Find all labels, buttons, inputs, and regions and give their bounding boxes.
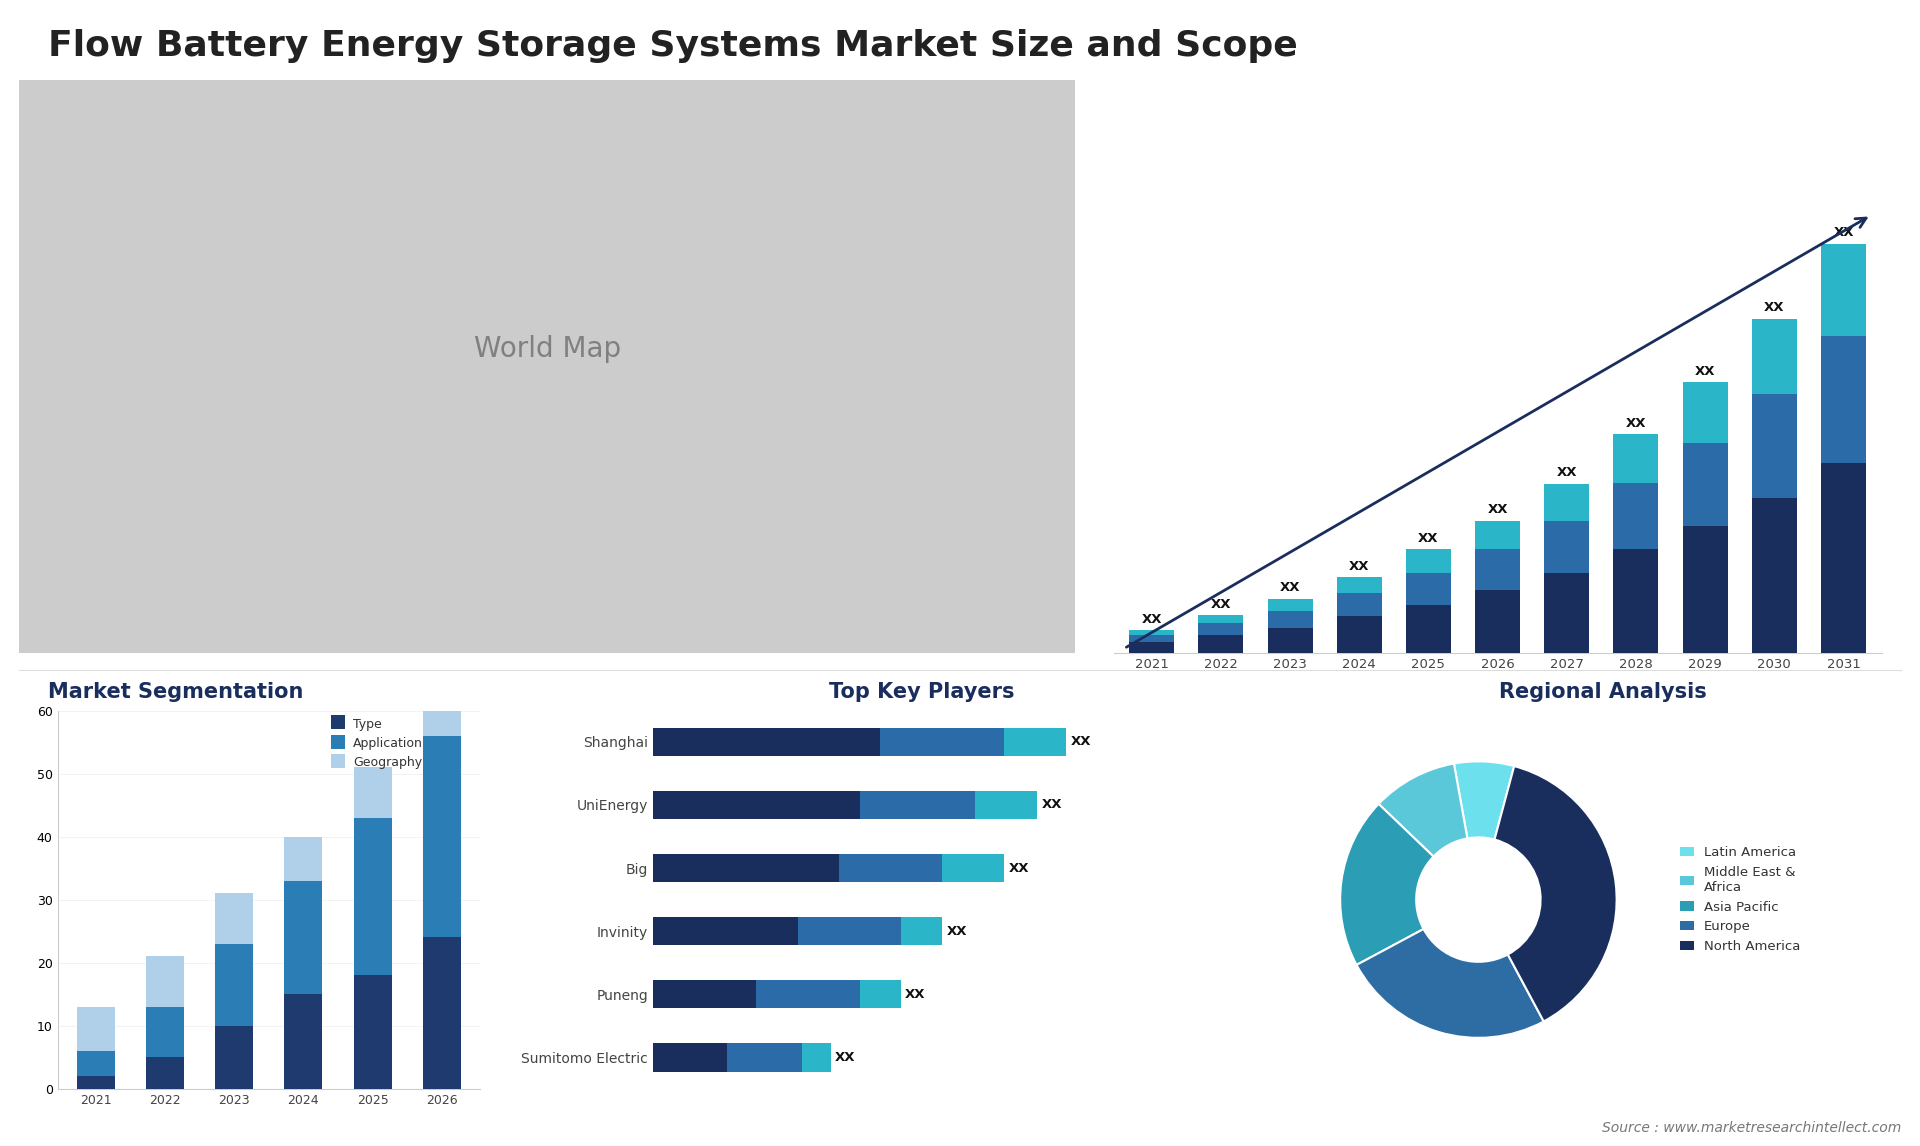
- Bar: [215, 894, 253, 944]
- Bar: [1820, 244, 1866, 336]
- Text: XX: XX: [1626, 416, 1645, 430]
- Bar: [1336, 594, 1382, 617]
- Text: XX: XX: [1419, 532, 1438, 544]
- Bar: [215, 1026, 253, 1089]
- Bar: [215, 944, 253, 1026]
- Bar: [797, 917, 900, 945]
- Bar: [1820, 463, 1866, 653]
- Bar: [422, 736, 461, 937]
- Text: XX: XX: [1695, 364, 1715, 378]
- Bar: [284, 880, 323, 994]
- Bar: [803, 1043, 831, 1072]
- Bar: [353, 768, 392, 818]
- Bar: [1613, 482, 1659, 549]
- Bar: [1129, 635, 1175, 642]
- Wedge shape: [1494, 766, 1617, 1021]
- Bar: [1267, 599, 1313, 611]
- Bar: [1544, 573, 1590, 653]
- Bar: [1475, 549, 1521, 590]
- Wedge shape: [1379, 763, 1467, 856]
- Text: XX: XX: [904, 988, 925, 1000]
- Legend: Type, Application, Geography: Type, Application, Geography: [326, 713, 428, 775]
- Bar: [1336, 617, 1382, 653]
- Text: XX: XX: [1008, 862, 1029, 874]
- Legend: Latin America, Middle East &
Africa, Asia Pacific, Europe, North America: Latin America, Middle East & Africa, Asi…: [1674, 841, 1805, 958]
- Bar: [900, 917, 943, 945]
- Bar: [284, 837, 323, 880]
- Bar: [1405, 605, 1452, 653]
- Bar: [653, 854, 839, 882]
- Bar: [1129, 642, 1175, 653]
- Text: XX: XX: [1140, 613, 1162, 626]
- Bar: [1198, 615, 1244, 623]
- Text: XX: XX: [1350, 559, 1369, 573]
- Bar: [653, 791, 860, 819]
- Text: XX: XX: [1212, 597, 1231, 611]
- Bar: [146, 1006, 184, 1057]
- Bar: [1820, 336, 1866, 463]
- Bar: [943, 854, 1004, 882]
- Bar: [1544, 520, 1590, 573]
- Bar: [353, 975, 392, 1089]
- Bar: [77, 1051, 115, 1076]
- Bar: [1751, 394, 1797, 497]
- Wedge shape: [1340, 804, 1434, 965]
- Bar: [77, 1006, 115, 1051]
- Text: Flow Battery Energy Storage Systems Market Size and Scope: Flow Battery Energy Storage Systems Mark…: [48, 29, 1298, 63]
- Bar: [1544, 484, 1590, 520]
- Bar: [1267, 611, 1313, 628]
- Bar: [1682, 526, 1728, 653]
- Text: XX: XX: [835, 1051, 854, 1063]
- Bar: [975, 791, 1037, 819]
- Bar: [1129, 630, 1175, 635]
- Wedge shape: [1357, 929, 1544, 1038]
- Text: XX: XX: [1281, 581, 1300, 595]
- Bar: [1751, 497, 1797, 653]
- Text: XX: XX: [1557, 466, 1576, 479]
- Bar: [1613, 549, 1659, 653]
- Bar: [284, 994, 323, 1089]
- Bar: [653, 1043, 728, 1072]
- Bar: [1613, 434, 1659, 482]
- Text: Regional Analysis: Regional Analysis: [1500, 682, 1707, 701]
- Bar: [1405, 549, 1452, 573]
- Bar: [1475, 520, 1521, 549]
- Bar: [1405, 573, 1452, 605]
- Bar: [353, 818, 392, 975]
- Text: XX: XX: [1071, 736, 1091, 748]
- Bar: [1267, 628, 1313, 653]
- Bar: [146, 1057, 184, 1089]
- Text: Market Segmentation: Market Segmentation: [48, 682, 303, 701]
- Bar: [1004, 728, 1066, 756]
- Bar: [77, 1076, 115, 1089]
- Text: XX: XX: [947, 925, 968, 937]
- Bar: [1751, 319, 1797, 394]
- Text: XX: XX: [1834, 226, 1855, 240]
- Bar: [422, 937, 461, 1089]
- Text: Top Key Players: Top Key Players: [829, 682, 1014, 701]
- Text: XX: XX: [1764, 301, 1784, 314]
- Bar: [422, 678, 461, 736]
- Bar: [756, 980, 860, 1008]
- Bar: [860, 791, 975, 819]
- Text: XX: XX: [1041, 799, 1062, 811]
- Bar: [653, 980, 756, 1008]
- Bar: [1475, 590, 1521, 653]
- Bar: [860, 980, 900, 1008]
- Bar: [1682, 383, 1728, 444]
- Text: Source : www.marketresearchintellect.com: Source : www.marketresearchintellect.com: [1601, 1121, 1901, 1135]
- Bar: [653, 917, 797, 945]
- Bar: [146, 956, 184, 1006]
- Bar: [728, 1043, 803, 1072]
- Bar: [1682, 444, 1728, 526]
- Bar: [1336, 578, 1382, 594]
- Bar: [1198, 623, 1244, 635]
- Text: XX: XX: [1488, 503, 1507, 516]
- Bar: [1198, 635, 1244, 653]
- Bar: [839, 854, 943, 882]
- Text: World Map: World Map: [474, 335, 620, 363]
- Wedge shape: [1453, 761, 1515, 840]
- Bar: [653, 728, 879, 756]
- Bar: [879, 728, 1004, 756]
